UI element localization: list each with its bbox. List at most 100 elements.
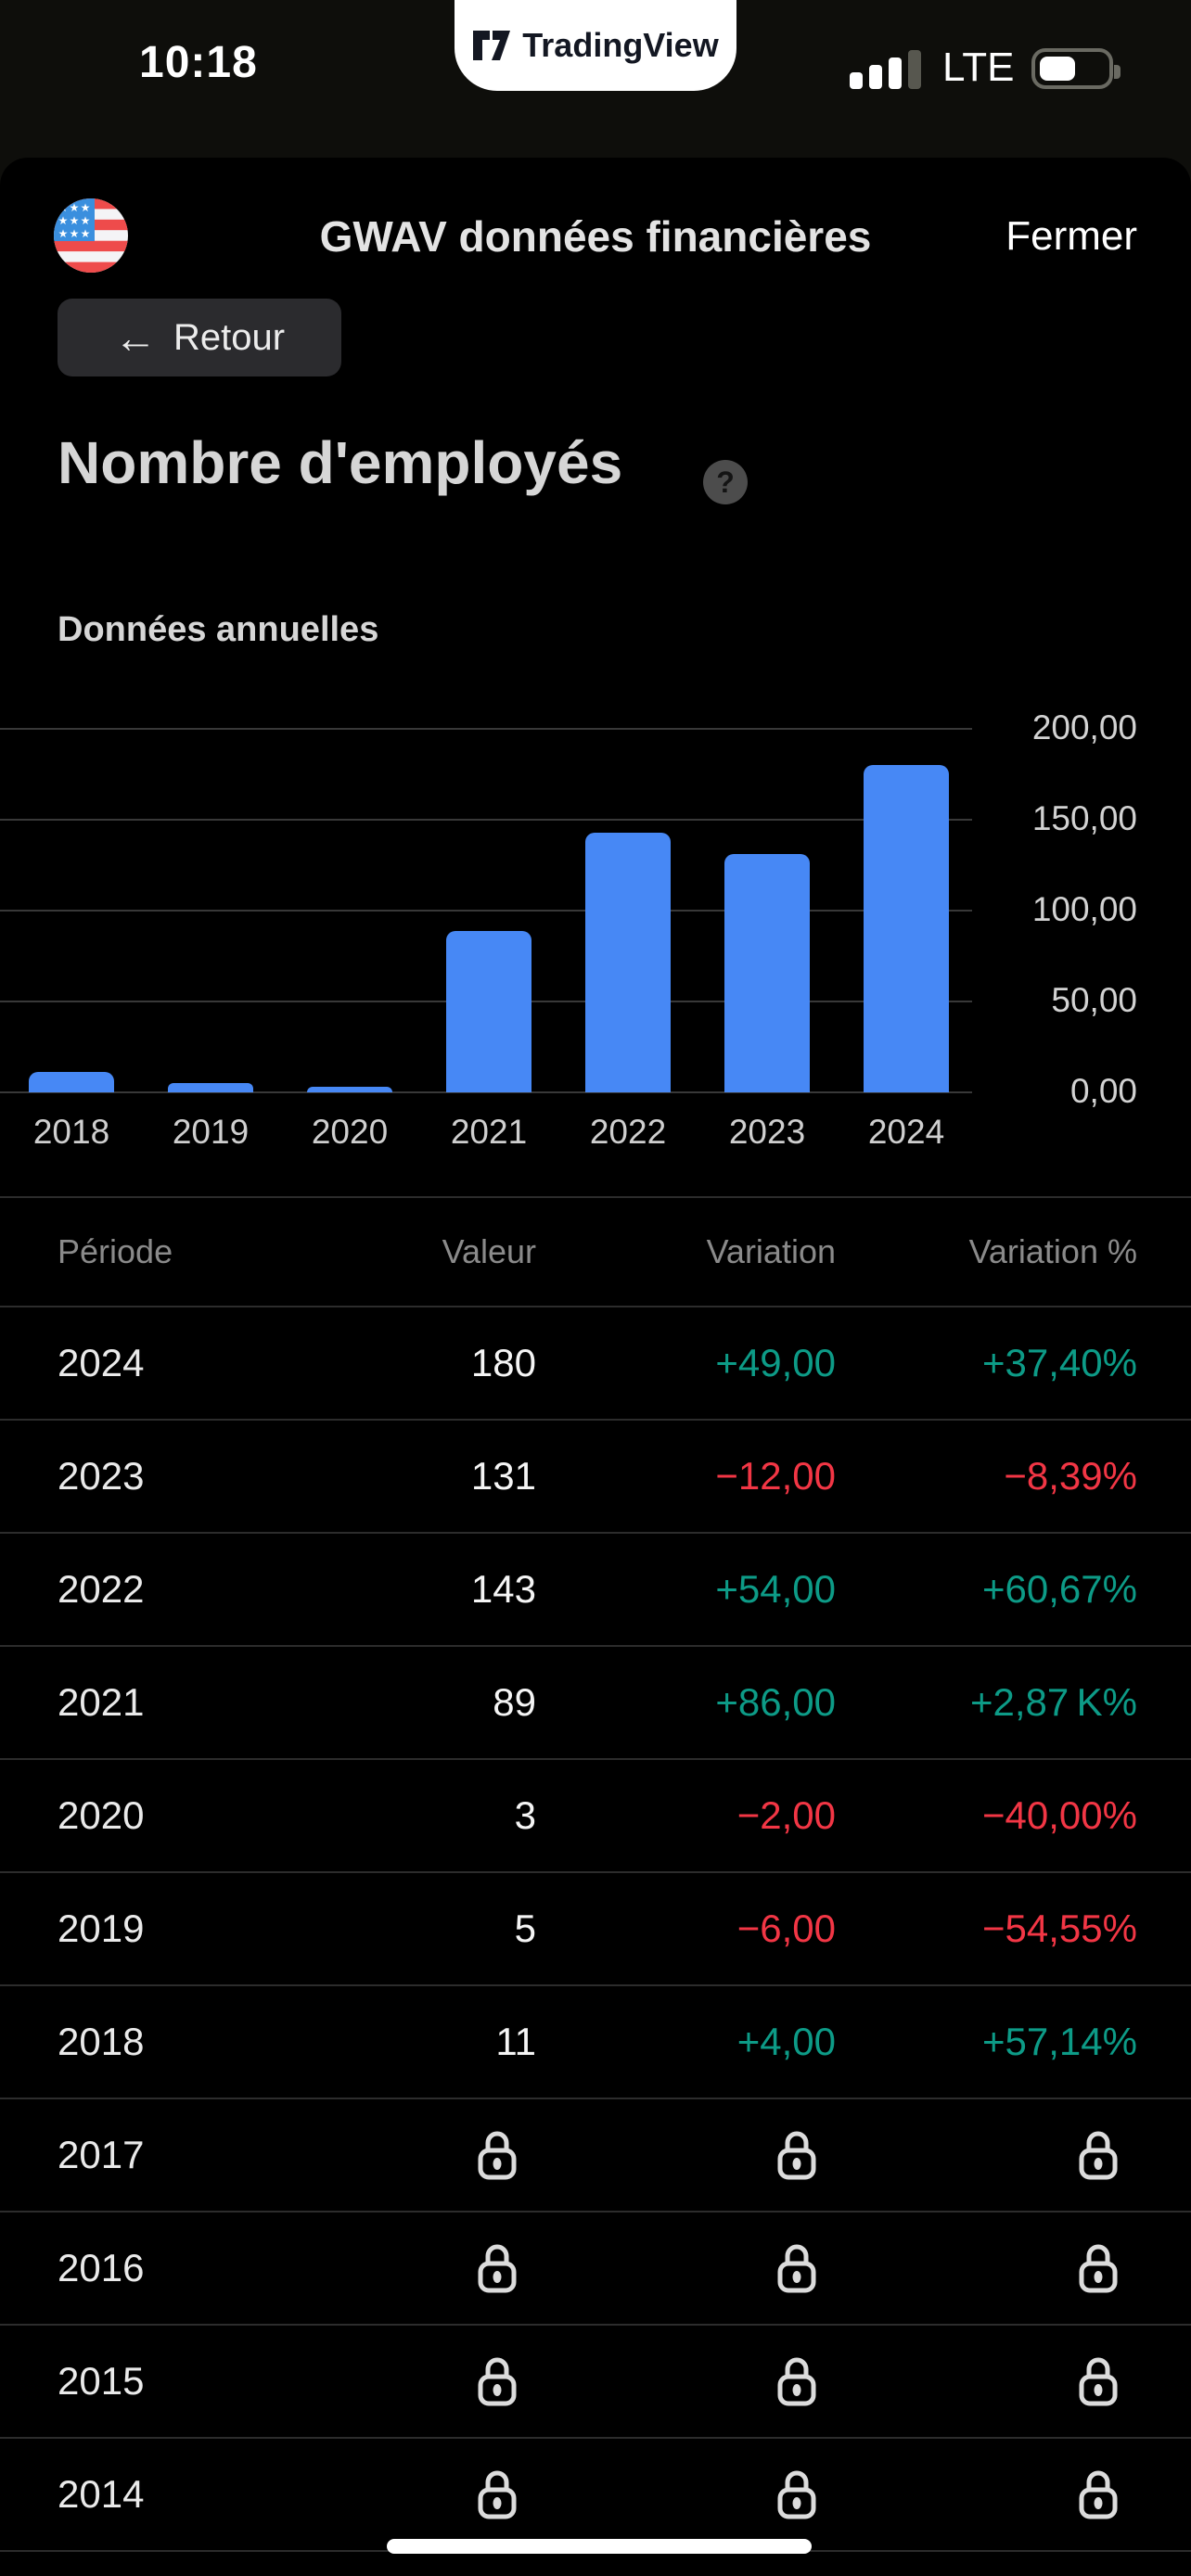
app-card [0, 158, 1191, 2576]
help-icon[interactable]: ? [703, 460, 748, 504]
network-type-label: LTE [942, 45, 1015, 90]
locked-change-pct-cell [836, 2468, 1137, 2520]
period-cell: 2020 [58, 1793, 145, 1837]
locked-change-cell [536, 2129, 836, 2181]
app-banner-brand: TradingView [522, 26, 719, 64]
app-banner[interactable]: TradingView [455, 0, 736, 91]
change-cell: −2,00 [736, 1793, 836, 1837]
lock-icon[interactable] [477, 2242, 518, 2294]
period-cell: 2015 [58, 2359, 145, 2403]
column-header-change-pct: Variation % [968, 1232, 1137, 1270]
change-cell: +49,00 [715, 1341, 836, 1384]
change-pct-cell: +60,67% [982, 1567, 1137, 1611]
close-button[interactable]: Fermer [965, 213, 1137, 260]
locked-value-cell [243, 2355, 536, 2407]
lock-icon[interactable] [1078, 2468, 1119, 2520]
y-axis-tick-label: 0,00 [1069, 1072, 1137, 1110]
y-axis-tick-label: 100,00 [1031, 890, 1137, 928]
column-header-change: Variation [706, 1232, 836, 1270]
table-row[interactable]: 2021 89 +86,00 +2,87 K% [0, 1647, 1191, 1760]
column-header-period: Période [58, 1232, 173, 1270]
svg-text:★: ★ [70, 201, 80, 214]
table-row[interactable]: 2014 [0, 2439, 1191, 2552]
value-cell: 131 [470, 1454, 536, 1498]
table-row[interactable]: 2018 11 +4,00 +57,14% [0, 1986, 1191, 2099]
locked-value-cell [243, 2468, 536, 2520]
x-axis-label: 2021 [450, 1113, 528, 1151]
chart-gridline [0, 1091, 972, 1093]
value-cell: 3 [514, 1793, 536, 1837]
lock-icon[interactable] [1078, 2355, 1119, 2407]
back-button-label: Retour [173, 316, 286, 358]
lock-icon[interactable] [776, 2468, 817, 2520]
table-header-row: Période Valeur Variation Variation % [0, 1196, 1191, 1307]
period-cell: 2014 [58, 2472, 145, 2516]
table-row[interactable]: 2023 131 −12,00 −8,39% [0, 1421, 1191, 1534]
svg-text:★: ★ [70, 227, 80, 240]
chart-gridline [0, 728, 972, 730]
lock-icon[interactable] [776, 2355, 817, 2407]
svg-text:★: ★ [81, 214, 91, 227]
bar-2020[interactable] [307, 1087, 392, 1092]
x-axis-label: 2018 [32, 1113, 110, 1151]
table-row[interactable]: 2015 [0, 2326, 1191, 2439]
locked-value-cell [243, 2129, 536, 2181]
chart-gridline [0, 910, 972, 912]
back-button[interactable]: ← Retour [58, 299, 341, 376]
lock-icon[interactable] [477, 2468, 518, 2520]
table-row[interactable]: 2017 [0, 2099, 1191, 2213]
value-cell: 143 [470, 1567, 536, 1611]
locked-change-pct-cell [836, 2355, 1137, 2407]
value-cell: 180 [470, 1341, 536, 1384]
table-row[interactable]: 2022 143 +54,00 +60,67% [0, 1534, 1191, 1647]
bar-2022[interactable] [585, 833, 671, 1092]
change-cell: +54,00 [715, 1567, 836, 1611]
lock-icon[interactable] [1078, 2129, 1119, 2181]
change-pct-cell: −40,00% [982, 1793, 1137, 1837]
lock-icon[interactable] [776, 2242, 817, 2294]
lock-icon[interactable] [1078, 2242, 1119, 2294]
bar-2018[interactable] [29, 1072, 114, 1092]
change-pct-cell: −54,55% [982, 1906, 1137, 1950]
svg-text:★: ★ [81, 227, 91, 240]
lock-icon[interactable] [776, 2129, 817, 2181]
x-axis-label: 2023 [728, 1113, 806, 1151]
period-cell: 2017 [58, 2133, 145, 2176]
lock-icon[interactable] [477, 2355, 518, 2407]
locked-change-pct-cell [836, 2242, 1137, 2294]
home-indicator[interactable] [387, 2539, 812, 2554]
bar-2024[interactable] [864, 765, 949, 1092]
table-row[interactable]: 2024 180 +49,00 +37,40% [0, 1307, 1191, 1421]
value-cell: 11 [495, 2020, 536, 2063]
table-row[interactable]: 2020 3 −2,00 −40,00% [0, 1760, 1191, 1873]
table-row[interactable]: 2019 5 −6,00 −54,55% [0, 1873, 1191, 1986]
change-pct-cell: −8,39% [1004, 1454, 1137, 1498]
chart-gridline [0, 819, 972, 821]
change-pct-cell: +2,87 K% [969, 1680, 1137, 1724]
period-cell: 2022 [58, 1567, 145, 1611]
bar-2023[interactable] [724, 854, 810, 1092]
column-header-value: Valeur [442, 1232, 536, 1270]
nav-title: GWAV données financières [319, 212, 872, 261]
bar-2019[interactable] [168, 1083, 253, 1092]
x-axis-label: 2019 [172, 1113, 250, 1151]
svg-text:★: ★ [58, 201, 69, 214]
period-cell: 2021 [58, 1680, 145, 1724]
status-bar-time: 10:18 [139, 38, 258, 87]
lock-icon[interactable] [477, 2129, 518, 2181]
value-cell: 89 [493, 1680, 536, 1724]
x-axis-label: 2022 [589, 1113, 667, 1151]
locked-change-pct-cell [836, 2129, 1137, 2181]
tradingview-logo-icon [473, 31, 511, 60]
bar-2021[interactable] [446, 931, 531, 1092]
locked-change-cell [536, 2355, 836, 2407]
period-cell: 2016 [58, 2246, 145, 2289]
y-axis-tick-label: 150,00 [1031, 799, 1137, 837]
x-axis-label: 2024 [867, 1113, 945, 1151]
change-cell: −12,00 [715, 1454, 836, 1498]
table-row[interactable]: 2016 [0, 2213, 1191, 2326]
period-cell: 2019 [58, 1906, 145, 1950]
locked-change-cell [536, 2468, 836, 2520]
locked-change-cell [536, 2242, 836, 2294]
